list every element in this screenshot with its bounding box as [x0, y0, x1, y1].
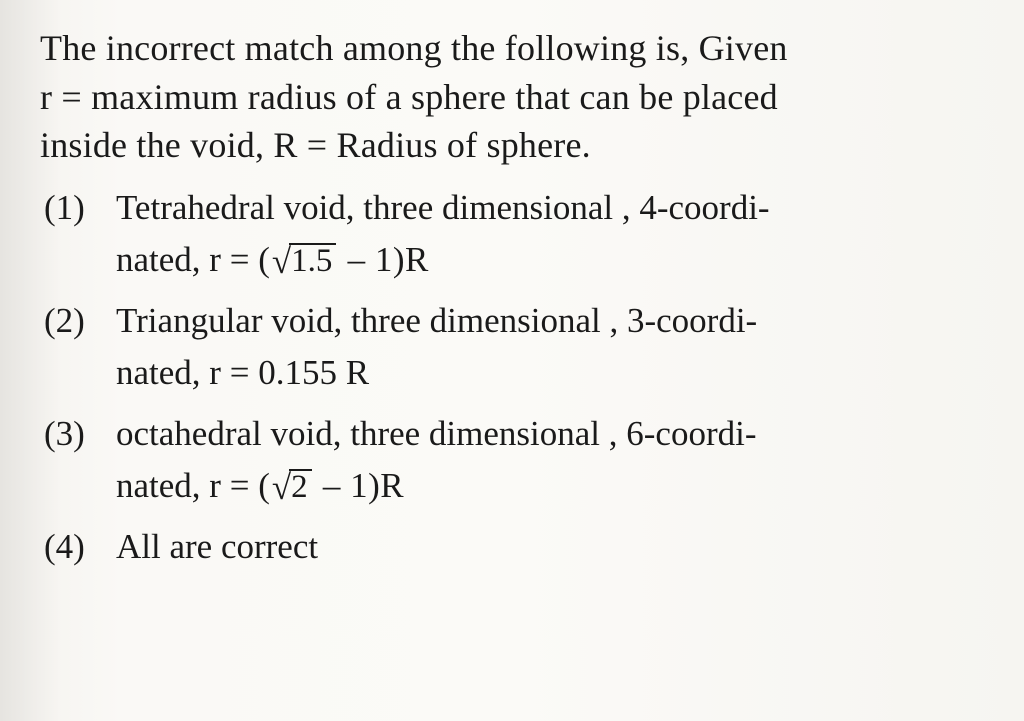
option-2-line1: Triangular void, three dimensional , 3-c… [116, 301, 757, 340]
option-1-number: (1) [40, 182, 116, 235]
option-1-body: Tetrahedral void, three dimensional , 4-… [116, 182, 976, 287]
option-4-line1: All are correct [116, 527, 318, 566]
stem-line-2: r = maximum radius of a sphere that can … [40, 77, 778, 117]
option-3-body: octahedral void, three dimensional , 6-c… [116, 408, 976, 513]
sqrt-icon: √2 [272, 468, 312, 503]
option-1-line2-post: – 1)R [338, 240, 429, 279]
option-1-radicand: 1.5 [289, 243, 336, 278]
option-3-line2-pre: nated, r = ( [116, 466, 270, 505]
sqrt-icon: √1.5 [272, 242, 336, 277]
option-1-line1: Tetrahedral void, three dimensional , 4-… [116, 188, 770, 227]
option-2-number: (2) [40, 295, 116, 348]
option-4-body: All are correct [116, 521, 976, 574]
option-3: (3) octahedral void, three dimensional ,… [40, 408, 976, 513]
stem-line-3: inside the void, R = Radius of sphere. [40, 125, 591, 165]
question-stem: The incorrect match among the following … [40, 24, 976, 170]
option-1-line2-pre: nated, r = ( [116, 240, 270, 279]
option-3-radicand: 2 [289, 469, 312, 504]
option-1: (1) Tetrahedral void, three dimensional … [40, 182, 976, 287]
option-4: (4) All are correct [40, 521, 976, 574]
option-2-body: Triangular void, three dimensional , 3-c… [116, 295, 976, 400]
option-3-number: (3) [40, 408, 116, 461]
option-2: (2) Triangular void, three dimensional ,… [40, 295, 976, 400]
option-2-line2: nated, r = 0.155 R [116, 353, 369, 392]
option-3-line1: octahedral void, three dimensional , 6-c… [116, 414, 756, 453]
stem-line-1: The incorrect match among the following … [40, 28, 788, 68]
page: The incorrect match among the following … [0, 0, 1024, 721]
option-3-line2-post: – 1)R [314, 466, 405, 505]
option-4-number: (4) [40, 521, 116, 574]
options-list: (1) Tetrahedral void, three dimensional … [40, 182, 976, 574]
